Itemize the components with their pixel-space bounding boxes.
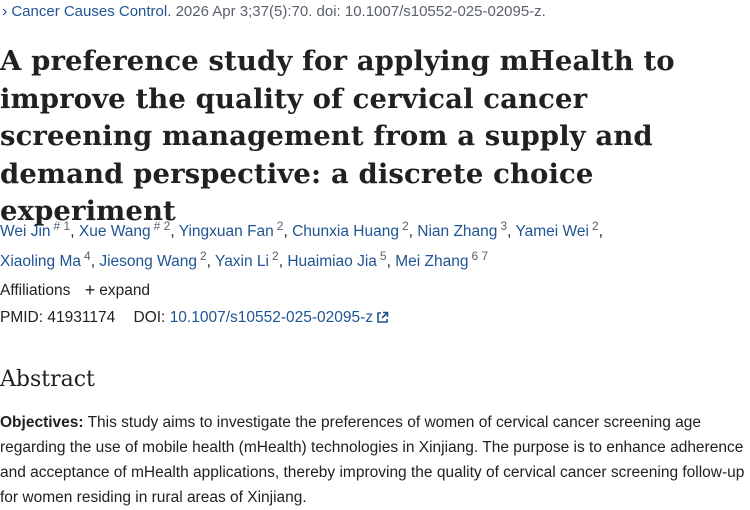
citation-line: › Cancer Causes Control. 2026 Apr 3;37(5)… xyxy=(2,3,546,21)
doi-link[interactable]: 10.1007/s10552-025-02095-z xyxy=(169,309,374,326)
author-link[interactable]: Xue Wang xyxy=(78,223,151,240)
doi-label: DOI: xyxy=(133,309,166,326)
author-link[interactable]: Mei Zhang xyxy=(395,253,469,270)
author-link[interactable]: Yaxin Li xyxy=(215,253,269,270)
article-title: A preference study for applying mHealth … xyxy=(0,45,675,227)
chevron-right-icon[interactable]: › xyxy=(2,3,8,20)
author-link[interactable]: Jiesong Wang xyxy=(99,253,197,270)
affiliation-ref[interactable]: 2 xyxy=(591,219,599,233)
author-link[interactable]: Huaimiao Jia xyxy=(287,253,377,270)
author-link[interactable]: Yamei Wei xyxy=(515,223,589,240)
objectives-label: Objectives: xyxy=(0,414,84,431)
affiliation-ref[interactable]: 2 xyxy=(199,249,207,263)
objectives-text: This study aims to investigate the prefe… xyxy=(0,414,745,506)
author-link[interactable]: Xiaoling Ma xyxy=(0,253,81,270)
affiliation-ref[interactable]: 2 xyxy=(276,219,284,233)
external-link-icon[interactable] xyxy=(376,311,389,329)
identifiers-row: PMID: 41931174 DOI: 10.1007/s10552-025-0… xyxy=(0,309,389,329)
affiliations-row: Affiliations + expand xyxy=(0,280,150,301)
affiliation-ref[interactable]: 2 xyxy=(401,219,409,233)
author-link[interactable]: Yingxuan Fan xyxy=(178,223,274,240)
affiliation-ref[interactable]: 5 xyxy=(379,249,387,263)
abstract-objectives: Objectives: This study aims to investiga… xyxy=(0,410,748,510)
pmid-label: PMID: xyxy=(0,309,44,326)
author-link[interactable]: Wei Jin xyxy=(0,223,51,240)
plus-icon: + xyxy=(84,280,96,300)
author-list: Wei Jin # 1, Xue Wang # 2, Yingxuan Fan 2, … xyxy=(0,219,603,270)
author-link[interactable]: Chunxia Huang xyxy=(292,223,399,240)
affiliation-ref[interactable]: 6 7 xyxy=(471,249,489,263)
citation-details: 2026 Apr 3;37(5):70. doi: 10.1007/s10552… xyxy=(171,3,546,20)
affiliation-ref[interactable]: 3 xyxy=(500,219,508,233)
pmid-value: 41931174 xyxy=(47,309,116,326)
abstract-heading: Abstract xyxy=(0,367,95,392)
journal-link[interactable]: Cancer Causes Control. xyxy=(11,3,172,20)
affiliation-ref[interactable]: 2 xyxy=(272,249,279,263)
author-link[interactable]: Nian Zhang xyxy=(417,223,498,240)
affiliation-ref[interactable]: 4 xyxy=(84,249,91,263)
expand-affiliations-button[interactable]: + expand xyxy=(84,280,151,300)
affiliation-ref[interactable]: # 2 xyxy=(153,219,171,233)
affiliations-label: Affiliations xyxy=(0,282,71,299)
expand-label: expand xyxy=(99,282,151,299)
affiliation-ref[interactable]: # 1 xyxy=(53,219,71,233)
